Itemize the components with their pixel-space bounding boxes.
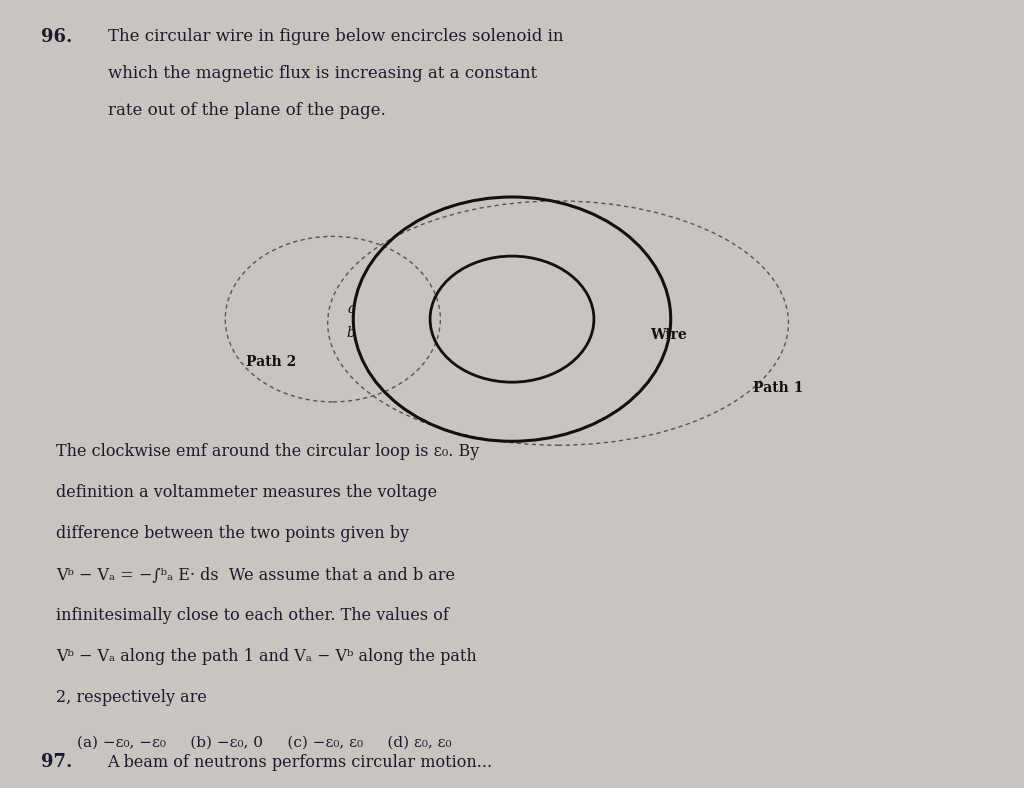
Text: 97.: 97. xyxy=(41,753,73,771)
Text: which the magnetic flux is increasing at a constant: which the magnetic flux is increasing at… xyxy=(108,65,537,82)
Text: rate out of the plane of the page.: rate out of the plane of the page. xyxy=(108,102,385,119)
Text: Path 2: Path 2 xyxy=(246,355,296,370)
Text: Wire: Wire xyxy=(650,328,687,342)
Text: The circular wire in figure below encircles solenoid in: The circular wire in figure below encirc… xyxy=(108,28,563,45)
Text: infinitesimally close to each other. The values of: infinitesimally close to each other. The… xyxy=(56,607,450,624)
Text: Vᵇ − Vₐ along the path 1 and Vₐ − Vᵇ along the path: Vᵇ − Vₐ along the path 1 and Vₐ − Vᵇ alo… xyxy=(56,648,477,665)
Text: The clockwise emf around the circular loop is ε₀. By: The clockwise emf around the circular lo… xyxy=(56,443,479,460)
Text: difference between the two points given by: difference between the two points given … xyxy=(56,525,410,542)
Text: Path 1: Path 1 xyxy=(753,381,803,395)
Text: 96.: 96. xyxy=(41,28,73,46)
Text: b: b xyxy=(346,325,355,340)
Text: 2, respectively are: 2, respectively are xyxy=(56,689,207,706)
Text: definition a voltammeter measures the voltage: definition a voltammeter measures the vo… xyxy=(56,484,437,501)
Text: (a) −ε₀, −ε₀     (b) −ε₀, 0     (c) −ε₀, ε₀     (d) ε₀, ε₀: (a) −ε₀, −ε₀ (b) −ε₀, 0 (c) −ε₀, ε₀ (d) … xyxy=(77,736,452,750)
Text: Vᵇ − Vₐ = −∫ᵇₐ E· ds  We assume that a and b are: Vᵇ − Vₐ = −∫ᵇₐ E· ds We assume that a an… xyxy=(56,566,456,583)
Text: A beam of neutrons performs circular motion...: A beam of neutrons performs circular mot… xyxy=(108,753,493,771)
Text: a: a xyxy=(347,302,355,316)
